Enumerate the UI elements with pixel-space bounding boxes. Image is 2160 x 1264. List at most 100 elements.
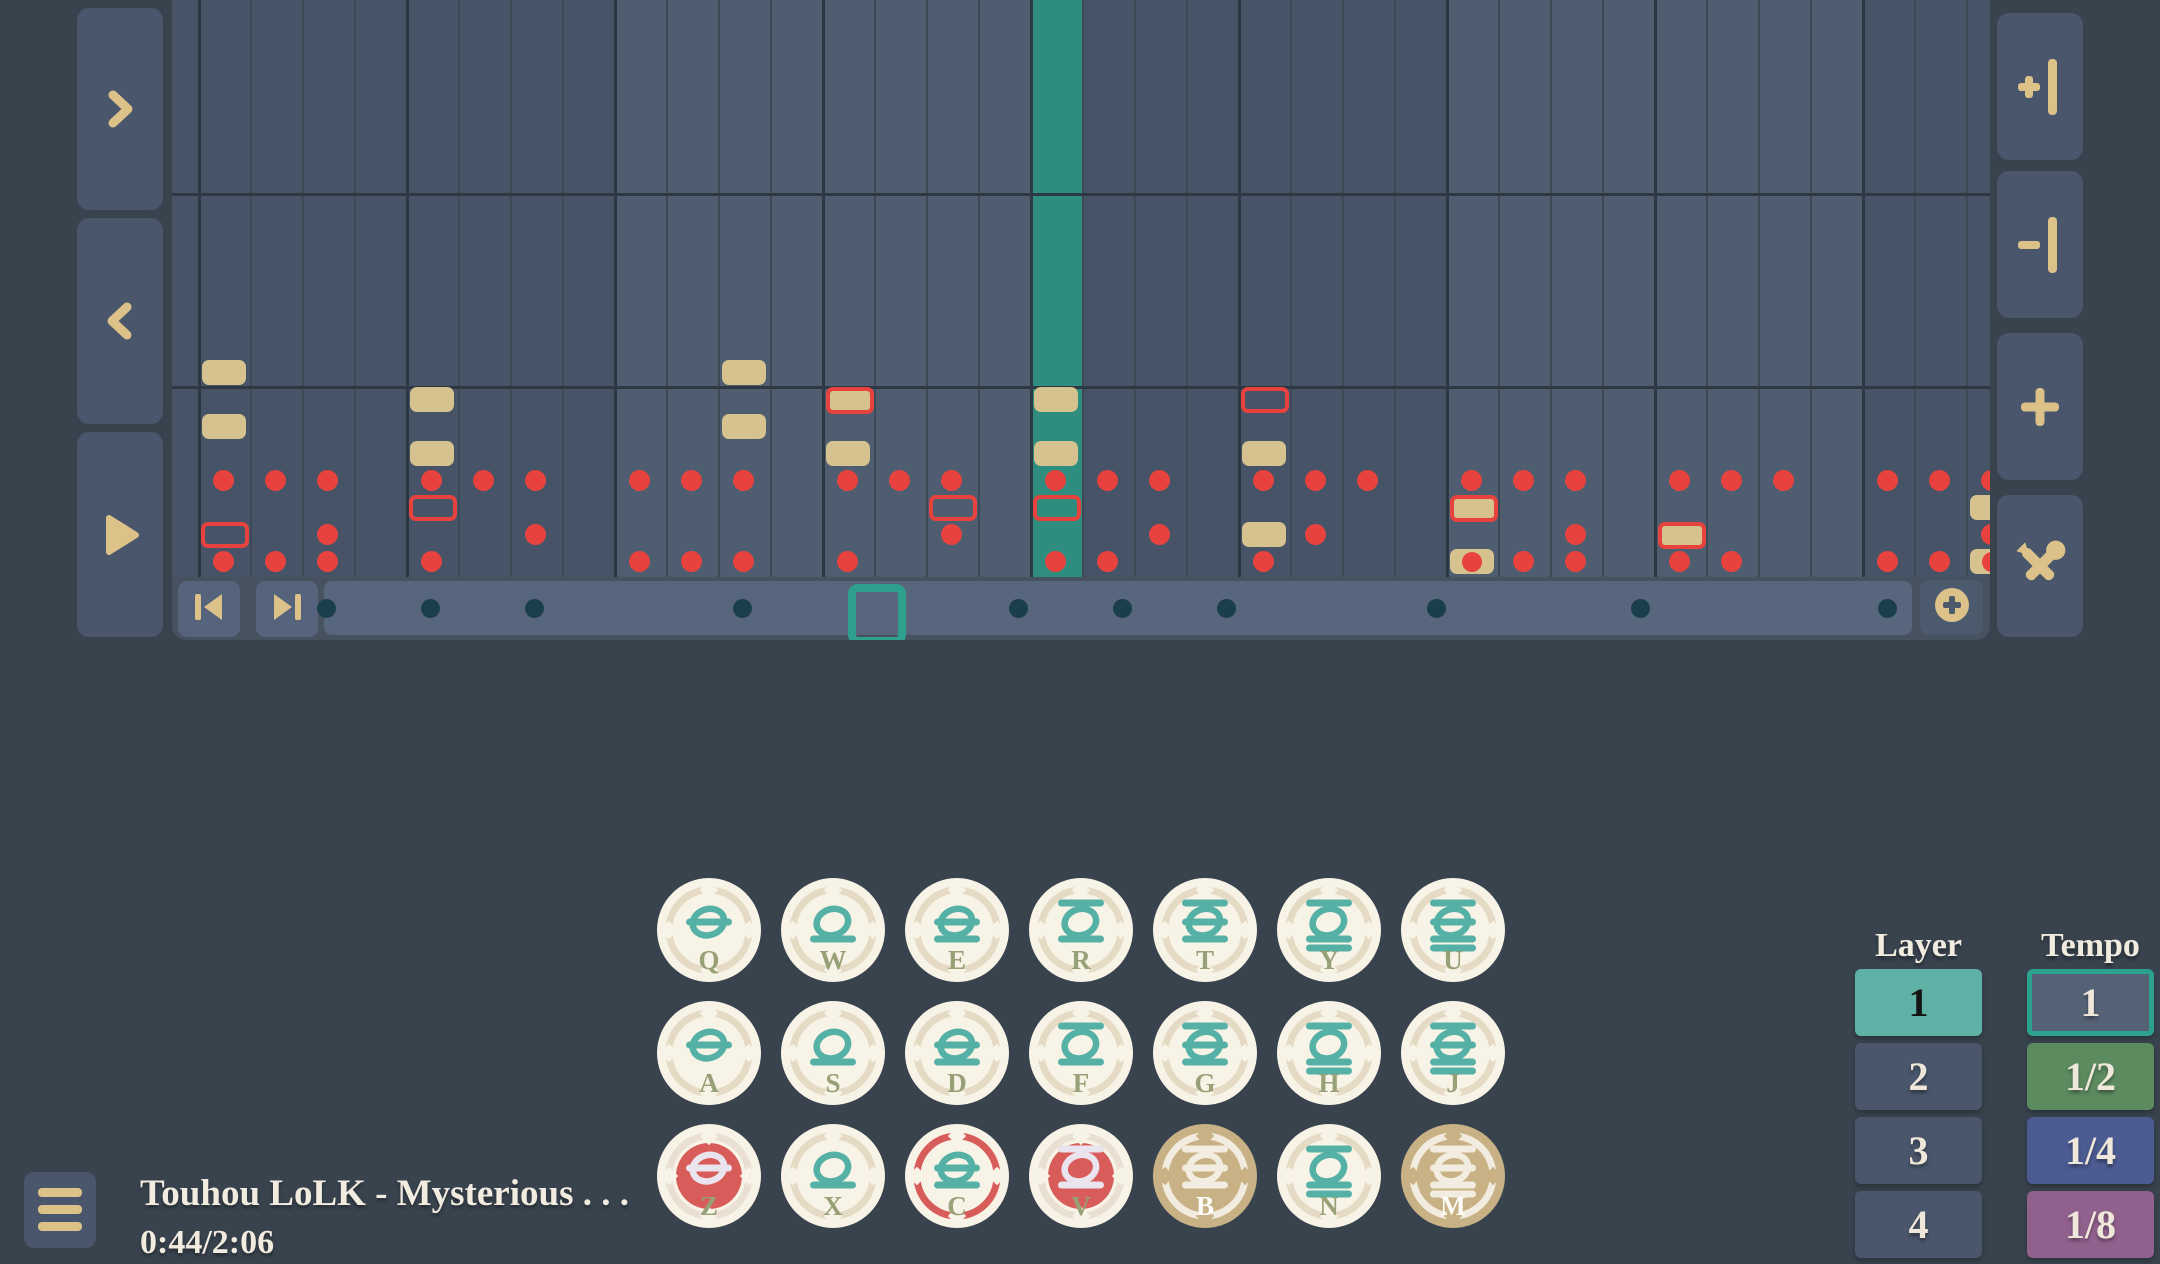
note[interactable]	[1034, 441, 1078, 466]
key-Q[interactable]: Q	[656, 877, 762, 983]
add-marker-button[interactable]	[1920, 580, 1983, 635]
beat-dot[interactable]	[837, 470, 858, 491]
beat-dot[interactable]	[1461, 470, 1482, 491]
beat-dot[interactable]	[941, 470, 962, 491]
note[interactable]	[826, 441, 870, 466]
beat-dot[interactable]	[473, 470, 494, 491]
note[interactable]	[1658, 522, 1706, 549]
layer-2-button[interactable]: 2	[1855, 1043, 1982, 1110]
beat-dot[interactable]	[213, 551, 234, 572]
timeline-marker-dot[interactable]	[421, 599, 440, 618]
tempo-1-2-button[interactable]: 1/2	[2027, 1043, 2154, 1110]
beat-dot[interactable]	[941, 524, 962, 545]
beat-dot[interactable]	[421, 551, 442, 572]
note-outline[interactable]	[1241, 387, 1289, 413]
tempo-1-8-button[interactable]: 1/8	[2027, 1191, 2154, 1258]
beat-dot[interactable]	[317, 524, 338, 545]
key-A[interactable]: A	[656, 1000, 762, 1106]
beat-dot[interactable]	[1929, 551, 1950, 572]
note[interactable]	[1450, 549, 1494, 574]
note[interactable]	[1970, 549, 1990, 574]
key-U[interactable]: U	[1400, 877, 1506, 983]
beat-dot[interactable]	[1097, 470, 1118, 491]
beat-dot[interactable]	[1149, 524, 1170, 545]
beat-dot[interactable]	[1097, 551, 1118, 572]
beat-dot[interactable]	[1669, 551, 1690, 572]
timeline-marker-dot[interactable]	[1113, 599, 1132, 618]
note[interactable]	[1242, 441, 1286, 466]
key-S[interactable]: S	[780, 1000, 886, 1106]
next-marker-button[interactable]	[256, 581, 318, 637]
beat-dot[interactable]	[1253, 551, 1274, 572]
beat-dot[interactable]	[733, 470, 754, 491]
key-X[interactable]: X	[780, 1123, 886, 1229]
note-outline[interactable]	[409, 495, 457, 521]
tempo-1-button[interactable]: 1	[2027, 969, 2154, 1036]
beat-dot[interactable]	[1565, 470, 1586, 491]
beat-dot[interactable]	[837, 551, 858, 572]
layer-1-button[interactable]: 1	[1855, 969, 1982, 1036]
beat-dot[interactable]	[629, 551, 650, 572]
timeline-marker-dot[interactable]	[317, 599, 336, 618]
note-outline[interactable]	[929, 495, 977, 521]
beat-dot[interactable]	[1253, 470, 1274, 491]
beat-dot[interactable]	[1045, 470, 1066, 491]
beat-dot[interactable]	[1357, 470, 1378, 491]
beat-dot[interactable]	[1877, 551, 1898, 572]
beat-dot[interactable]	[317, 551, 338, 572]
beat-dot[interactable]	[1513, 551, 1534, 572]
note-grid[interactable]	[172, 0, 1990, 577]
beat-dot[interactable]	[1149, 470, 1170, 491]
timeline-marker-dot[interactable]	[1217, 599, 1236, 618]
beat-dot[interactable]	[1721, 551, 1742, 572]
timeline-marker-dot[interactable]	[525, 599, 544, 618]
add-button[interactable]	[1997, 333, 2083, 480]
beat-dot[interactable]	[681, 551, 702, 572]
beat-dot[interactable]	[1981, 524, 1990, 545]
beat-dot[interactable]	[1305, 524, 1326, 545]
note-outline[interactable]	[201, 522, 249, 548]
beat-dot[interactable]	[1721, 470, 1742, 491]
note[interactable]	[202, 360, 246, 385]
beat-dot[interactable]	[1929, 470, 1950, 491]
beat-dot[interactable]	[525, 470, 546, 491]
note-outline[interactable]	[1033, 495, 1081, 521]
note[interactable]	[410, 387, 454, 412]
timeline-marker-dot[interactable]	[1427, 599, 1446, 618]
timeline-marker-dot[interactable]	[1009, 599, 1028, 618]
note[interactable]	[826, 387, 874, 414]
timeline-marker-dot[interactable]	[733, 599, 752, 618]
beat-dot[interactable]	[525, 524, 546, 545]
key-Y[interactable]: Y	[1276, 877, 1382, 983]
beat-dot[interactable]	[1305, 470, 1326, 491]
key-F[interactable]: F	[1028, 1000, 1134, 1106]
scroll-right-button[interactable]	[77, 8, 163, 210]
note[interactable]	[722, 414, 766, 439]
beat-dot[interactable]	[1981, 470, 1990, 491]
beat-dot[interactable]	[681, 470, 702, 491]
beat-dot[interactable]	[889, 470, 910, 491]
beat-dot[interactable]	[1513, 470, 1534, 491]
note[interactable]	[1450, 495, 1498, 522]
append-bar-button[interactable]	[1997, 13, 2083, 160]
scroll-left-button[interactable]	[77, 218, 163, 424]
key-R[interactable]: R	[1028, 877, 1134, 983]
beat-dot[interactable]	[265, 470, 286, 491]
key-B[interactable]: B	[1152, 1123, 1258, 1229]
beat-dot[interactable]	[1565, 524, 1586, 545]
key-N[interactable]: N	[1276, 1123, 1382, 1229]
beat-dot[interactable]	[733, 551, 754, 572]
beat-dot[interactable]	[1773, 470, 1794, 491]
note[interactable]	[202, 414, 246, 439]
play-button[interactable]	[77, 432, 163, 637]
layer-3-button[interactable]: 3	[1855, 1117, 1982, 1184]
key-G[interactable]: G	[1152, 1000, 1258, 1106]
beat-dot[interactable]	[1669, 470, 1690, 491]
key-Z[interactable]: Z	[656, 1123, 762, 1229]
key-V[interactable]: V	[1028, 1123, 1134, 1229]
key-J[interactable]: J	[1400, 1000, 1506, 1106]
key-T[interactable]: T	[1152, 877, 1258, 983]
note[interactable]	[1970, 495, 1990, 520]
timeline-marker-dot[interactable]	[1631, 599, 1650, 618]
menu-button[interactable]	[24, 1172, 96, 1248]
